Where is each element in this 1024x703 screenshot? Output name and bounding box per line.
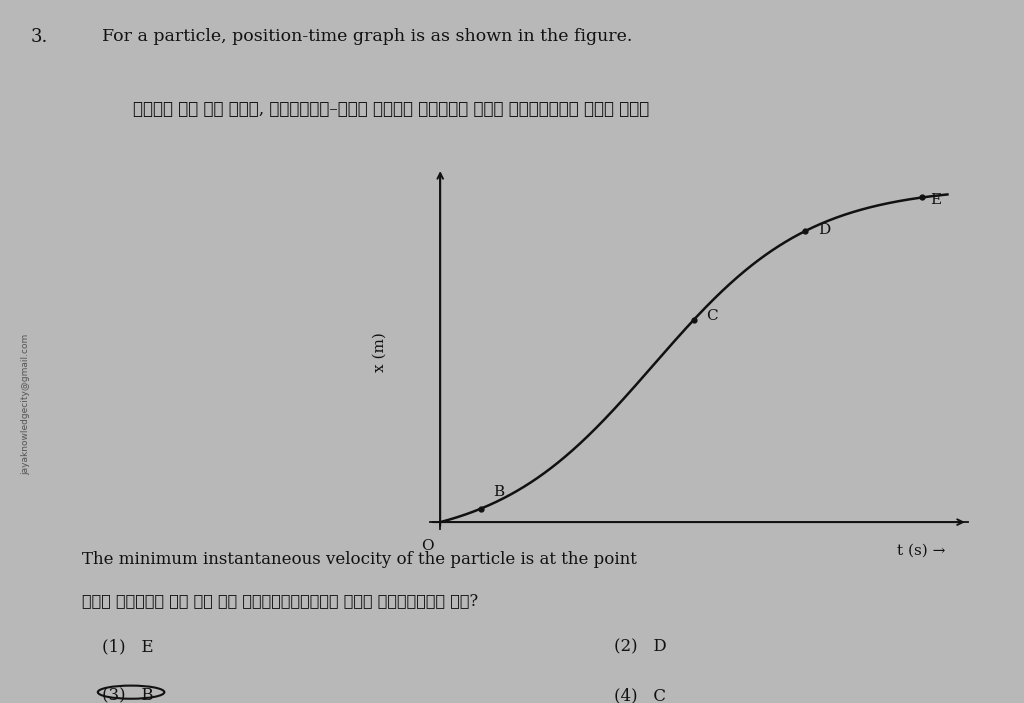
Text: For a particle, position-time graph is as shown in the figure.: For a particle, position-time graph is a… — [102, 28, 633, 45]
Text: 3.: 3. — [31, 28, 48, 46]
Text: किस बिंदु पर कण का तात्क्षणिक वेग न्यूनतम है?: किस बिंदु पर कण का तात्क्षणिक वेग न्यूनत… — [82, 592, 478, 609]
Text: x (m): x (m) — [373, 332, 386, 372]
Text: D: D — [818, 224, 830, 237]
Text: t (s) →: t (s) → — [897, 543, 945, 557]
Text: E: E — [930, 193, 941, 207]
Text: B: B — [494, 484, 505, 498]
Text: (3)   B: (3) B — [102, 688, 154, 703]
Text: jayaknowledgecity@gmail.com: jayaknowledgecity@gmail.com — [22, 334, 30, 475]
Text: (2)   D: (2) D — [614, 638, 668, 655]
Text: O: O — [421, 538, 434, 553]
Text: किसी कण के लिए, स्थिति–समय आरेख चित्र में दर्शाया गया है।: किसी कण के लिए, स्थिति–समय आरेख चित्र मे… — [133, 101, 649, 117]
Text: (1)   E: (1) E — [102, 638, 154, 655]
Text: The minimum instantaneous velocity of the particle is at the point: The minimum instantaneous velocity of th… — [82, 551, 637, 569]
Text: (4)   C: (4) C — [614, 688, 667, 703]
Text: C: C — [707, 309, 718, 323]
